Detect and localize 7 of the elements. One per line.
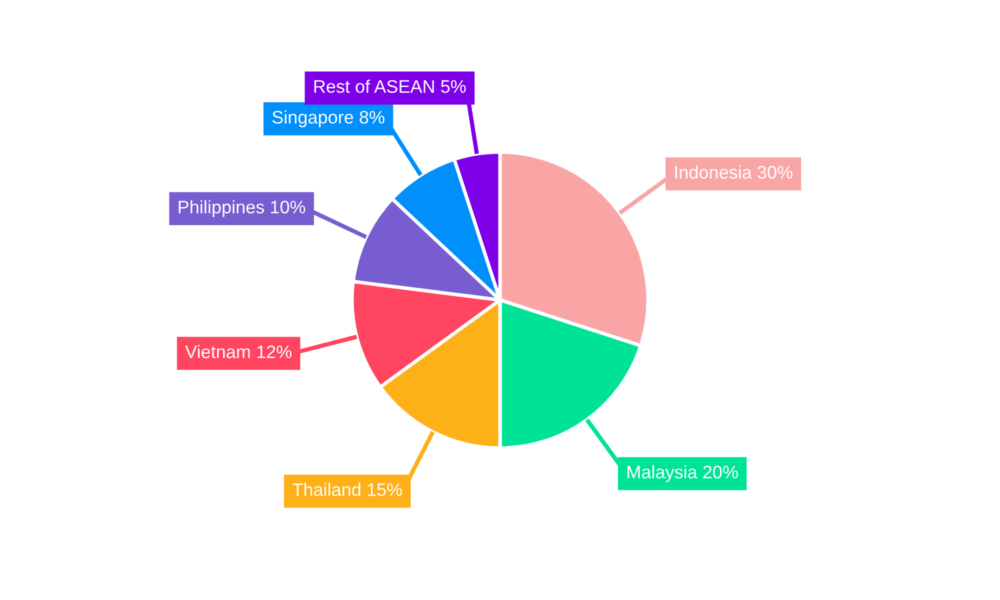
slice-label: Thailand 15% — [292, 482, 402, 496]
slice-label: Malaysia 20% — [628, 465, 738, 482]
slice-label: Philippines 10% — [178, 200, 306, 218]
slice-label: Indonesia 30% — [675, 165, 792, 179]
slice-label: Singapore 8% — [272, 110, 384, 128]
slice-label: Rest of ASEAN 5% — [314, 80, 466, 93]
slice-label: Vietnam 12% — [185, 344, 292, 358]
